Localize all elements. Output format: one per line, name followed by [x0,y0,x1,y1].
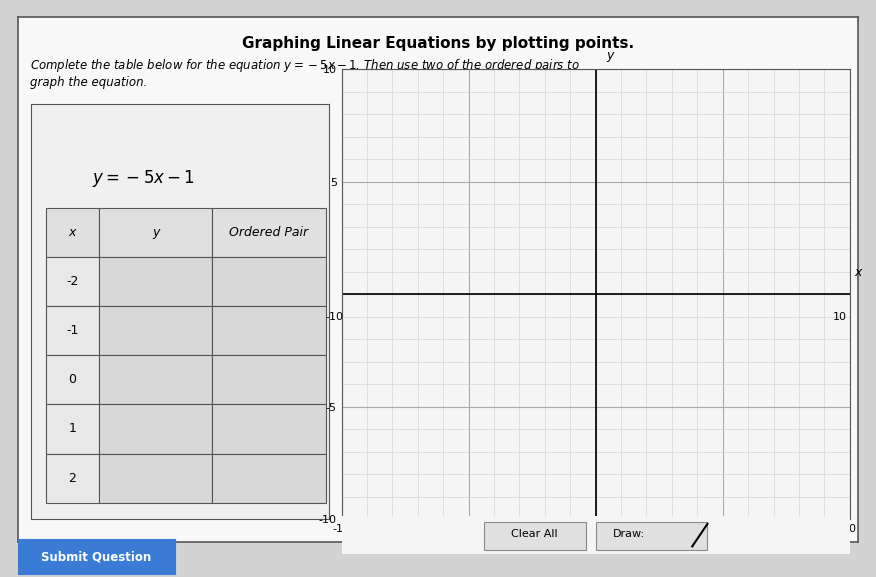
Bar [99,257,212,306]
Bar [212,454,326,503]
Text: 10: 10 [832,312,846,323]
Bar [99,404,212,454]
Bar [46,355,99,404]
Text: x: x [68,226,76,239]
Bar [484,522,585,550]
Text: 1: 1 [68,422,76,436]
Bar [212,404,326,454]
Bar [46,306,99,355]
Text: y: y [152,226,159,239]
Bar [212,257,326,306]
Text: -1: -1 [67,324,79,337]
Text: -2: -2 [67,275,79,288]
Bar [596,522,708,550]
Text: Complete the table below for the equation $y = -5x - 1$. Then use two of the ord: Complete the table below for the equatio… [30,57,580,89]
Text: Graphing Linear Equations by plotting points.: Graphing Linear Equations by plotting po… [242,36,634,51]
Bar [99,306,212,355]
Bar [99,454,212,503]
Text: -10: -10 [325,312,343,323]
Bar [46,257,99,306]
Text: x: x [855,265,862,279]
Text: $y = -5x - 1$: $y = -5x - 1$ [92,168,195,189]
Text: Draw:: Draw: [612,530,645,539]
Bar [212,306,326,355]
Text: Submit Question: Submit Question [41,550,152,563]
Text: 2: 2 [68,471,76,485]
Text: Ordered Pair: Ordered Pair [230,226,308,239]
Text: y: y [606,50,613,62]
Bar [212,355,326,404]
Bar [46,404,99,454]
Bar [99,208,212,257]
Text: Clear All: Clear All [512,530,558,539]
Text: 0: 0 [68,373,76,386]
Bar [212,208,326,257]
Bar [46,208,99,257]
Bar [46,454,99,503]
Bar [99,355,212,404]
